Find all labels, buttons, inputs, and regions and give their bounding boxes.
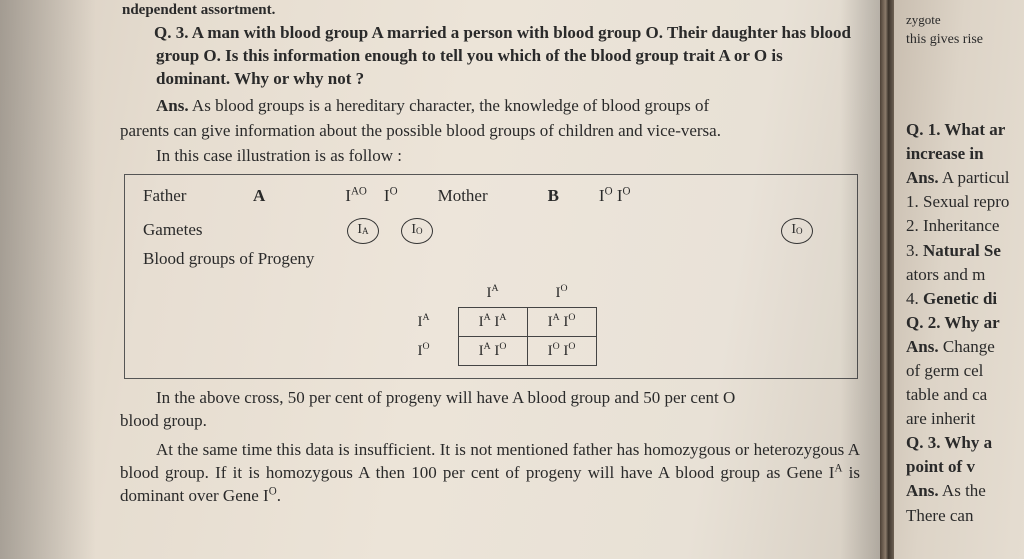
concl-2a: At the same time this data is insufficie… bbox=[120, 440, 860, 482]
rp-ans3at: As the bbox=[942, 481, 986, 500]
question-label: Q. 3. bbox=[154, 23, 188, 42]
conclusion-p2: At the same time this data is insufficie… bbox=[120, 439, 860, 508]
mother-label: Mother bbox=[438, 185, 508, 208]
mother-genotype: IO IO bbox=[599, 185, 631, 208]
question-text: A man with blood group A married a perso… bbox=[156, 23, 851, 88]
punnett-col1-hdr: IA bbox=[458, 279, 527, 308]
concl-2supO: O bbox=[269, 485, 277, 497]
rp-li1t: Sexual repro bbox=[923, 192, 1009, 211]
punnett-c21: IA IO bbox=[458, 336, 527, 365]
gamete-1: IA bbox=[347, 218, 379, 244]
c2hs: O bbox=[560, 283, 567, 294]
rp-ans3a: Ans. As the bbox=[906, 480, 1018, 502]
rp-ans3b: There can bbox=[906, 505, 1018, 527]
concl-2end: . bbox=[277, 486, 281, 505]
page-spread: ndependent assortment. Q. 3. A man with … bbox=[0, 0, 1024, 559]
ma2s: O bbox=[623, 185, 631, 197]
rp-li2t: Inheritance bbox=[923, 216, 999, 235]
c22bs: O bbox=[568, 341, 575, 352]
punnett-c11: IA IA bbox=[458, 307, 527, 336]
c11as: A bbox=[484, 312, 491, 323]
rp-q3t: 3. Why a bbox=[928, 433, 992, 452]
c21as: A bbox=[484, 341, 491, 352]
concl-1a: In the above cross, 50 per cent of proge… bbox=[156, 388, 735, 407]
answer-line-3: In this case illustration is as follow : bbox=[120, 145, 860, 168]
concl-1b: blood group. bbox=[120, 411, 207, 430]
father-label: Father bbox=[143, 185, 213, 208]
punnett-c12: IA IO bbox=[527, 307, 596, 336]
rp-q3b: point of v bbox=[906, 456, 1018, 478]
r1hs: A bbox=[422, 312, 429, 323]
rp-q1: Q. 1. What ar bbox=[906, 119, 1018, 141]
r2hs: O bbox=[422, 341, 429, 352]
rp-ans1: Ans. A particul bbox=[906, 167, 1018, 189]
rp-li3: 3. Natural Se bbox=[906, 240, 1018, 262]
rp-lc: are inherit bbox=[906, 408, 1018, 430]
rp-lb: table and ca bbox=[906, 384, 1018, 406]
punnett-c22: IO IO bbox=[527, 336, 596, 365]
answer-label: Ans. bbox=[156, 96, 189, 115]
book-gutter bbox=[880, 0, 894, 559]
rp-frag-1: zygote bbox=[906, 12, 1018, 29]
fa1s: AO bbox=[351, 185, 367, 197]
rp-frag-2: this gives rise bbox=[906, 31, 1018, 49]
rp-q3: Q. 3. Why a bbox=[906, 432, 1018, 454]
rp-ans2-lbl: Ans. bbox=[906, 337, 939, 356]
gametes-label: Gametes bbox=[143, 219, 213, 242]
c22as: O bbox=[553, 341, 560, 352]
mother-letter: B bbox=[548, 185, 559, 208]
c11bs: A bbox=[499, 312, 506, 323]
punnett-table: IA IO IA IA IA IA IO bbox=[390, 279, 597, 366]
punnett-row2-hdr: IO bbox=[390, 336, 459, 365]
rp-q1b: increase in bbox=[906, 143, 1018, 165]
left-page: ndependent assortment. Q. 3. A man with … bbox=[0, 0, 880, 559]
punnett-col2-hdr: IO bbox=[527, 279, 596, 308]
ma1s: O bbox=[605, 185, 613, 197]
rp-li3t: Natural Se bbox=[923, 241, 1001, 260]
rp-q2t: 2. Why ar bbox=[928, 313, 1000, 332]
rp-li4: 4. Genetic di bbox=[906, 288, 1018, 310]
fa2s: O bbox=[390, 185, 398, 197]
right-page: zygote this gives rise Q. 1. What ar inc… bbox=[894, 0, 1024, 559]
question-block: Q. 3. A man with blood group A married a… bbox=[156, 22, 860, 91]
conclusion-p1: In the above cross, 50 per cent of proge… bbox=[120, 387, 860, 433]
gametes-row: Gametes IA IO IO bbox=[143, 218, 843, 244]
answer-text-1: As blood groups is a hereditary characte… bbox=[192, 96, 709, 115]
rp-ans2: Ans. Change bbox=[906, 336, 1018, 358]
answer-line-1: Ans. As blood groups is a hereditary cha… bbox=[156, 95, 860, 118]
rp-li3b: ators and m bbox=[906, 264, 1018, 286]
rp-li1: 1. Sexual repro bbox=[906, 191, 1018, 213]
rp-la: of germ cel bbox=[906, 360, 1018, 382]
rp-ans-lbl: Ans. bbox=[906, 168, 939, 187]
gamete-2: IO bbox=[401, 218, 433, 244]
rp-li2: 2. Inheritance bbox=[906, 215, 1018, 237]
rp-q1t: 1. What ar bbox=[928, 120, 1006, 139]
c12bs: O bbox=[568, 312, 575, 323]
c12as: A bbox=[553, 312, 560, 323]
answer-line-2: parents can give information about the p… bbox=[120, 120, 860, 143]
parents-row: Father A IAO IO Mother B IO IO bbox=[143, 185, 843, 208]
rp-li4t: Genetic di bbox=[923, 289, 997, 308]
rp-q2: Q. 2. Why ar bbox=[906, 312, 1018, 334]
progeny-label: Blood groups of Progeny bbox=[143, 248, 843, 271]
father-genotype: IAO IO bbox=[345, 185, 397, 208]
father-letter: A bbox=[253, 185, 265, 208]
illustration-box: Father A IAO IO Mother B IO IO Gametes bbox=[124, 174, 858, 379]
rp-ans2t: Change bbox=[943, 337, 995, 356]
c21bs: O bbox=[499, 341, 506, 352]
punnett-square: IA IO IA IA IA IA IO bbox=[143, 279, 843, 366]
rp-ans-txt: A particul bbox=[942, 168, 1010, 187]
punnett-row1-hdr: IA bbox=[390, 307, 459, 336]
gamete-3: IO bbox=[781, 218, 813, 244]
c1hs: A bbox=[491, 283, 498, 294]
heading-fragment: ndependent assortment. bbox=[122, 0, 860, 20]
rp-ans3-lbl: Ans. bbox=[906, 481, 939, 500]
